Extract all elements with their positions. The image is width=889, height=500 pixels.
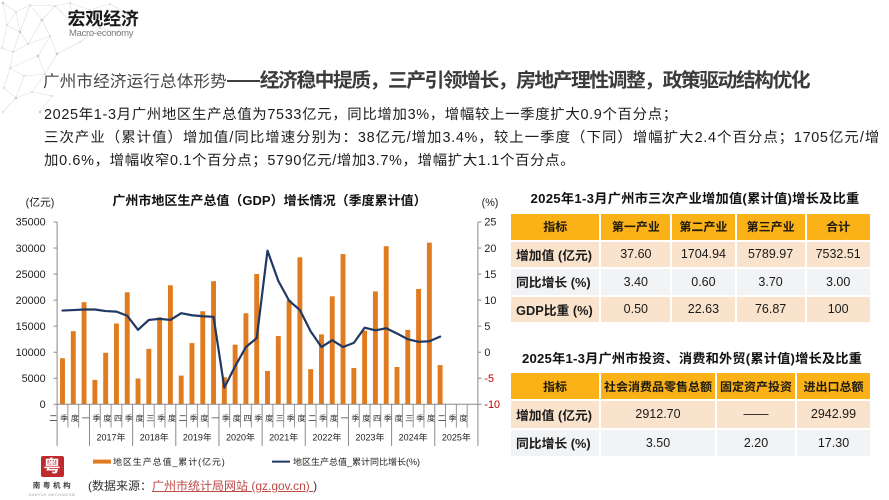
svg-text:20: 20 xyxy=(484,243,496,255)
svg-text:35000: 35000 xyxy=(16,217,46,229)
svg-text:0: 0 xyxy=(40,399,46,411)
svg-text:30000: 30000 xyxy=(16,243,46,255)
svg-text:四季度: 四季度 xyxy=(114,414,146,423)
svg-text:二季度: 二季度 xyxy=(49,414,81,423)
svg-text:2020年: 2020年 xyxy=(226,433,255,443)
svg-text:(亿元): (亿元) xyxy=(26,196,55,209)
svg-text:-10: -10 xyxy=(484,399,500,411)
svg-text:2018年: 2018年 xyxy=(140,433,169,443)
svg-text:广州市地区生产总值（GDP）增长情况（季度累计值）: 广州市地区生产总值（GDP）增长情况（季度累计值） xyxy=(112,193,426,208)
svg-text:2023年: 2023年 xyxy=(355,433,384,443)
svg-text:一季度: 一季度 xyxy=(82,414,114,423)
svg-text:四季度: 四季度 xyxy=(373,414,405,423)
svg-text:2024年: 2024年 xyxy=(399,433,428,443)
svg-text:2017年: 2017年 xyxy=(97,433,126,443)
svg-text:三季度: 三季度 xyxy=(146,414,178,423)
svg-text:2021年: 2021年 xyxy=(269,433,298,443)
svg-text:15: 15 xyxy=(484,269,496,281)
svg-text:四季度: 四季度 xyxy=(244,414,276,423)
svg-text:10: 10 xyxy=(484,295,496,307)
svg-text:三季度: 三季度 xyxy=(276,414,308,423)
svg-text:2022年: 2022年 xyxy=(312,433,341,443)
svg-text:0: 0 xyxy=(484,347,490,359)
svg-text:地区生产总值_累计同比增长(%): 地区生产总值_累计同比增长(%) xyxy=(293,457,420,467)
svg-text:二季度: 二季度 xyxy=(179,414,211,423)
svg-text:25: 25 xyxy=(484,217,496,229)
svg-text:5: 5 xyxy=(484,321,490,333)
svg-text:地区生产总值_累计(亿元): 地区生产总值_累计(亿元) xyxy=(113,457,226,467)
svg-text:2025年: 2025年 xyxy=(442,433,471,443)
svg-text:20000: 20000 xyxy=(16,295,46,307)
svg-text:15000: 15000 xyxy=(16,321,46,333)
svg-text:三季度: 三季度 xyxy=(405,414,437,423)
svg-text:一季度: 一季度 xyxy=(211,414,243,423)
svg-text:一季度: 一季度 xyxy=(341,414,373,423)
svg-text:(%): (%) xyxy=(482,197,499,209)
svg-text:5000: 5000 xyxy=(22,373,46,385)
svg-text:10000: 10000 xyxy=(16,347,46,359)
svg-text:25000: 25000 xyxy=(16,269,46,281)
svg-text:二季度: 二季度 xyxy=(438,414,470,423)
svg-text:二季度: 二季度 xyxy=(308,414,340,423)
svg-text:-5: -5 xyxy=(484,373,494,385)
svg-text:2019年: 2019年 xyxy=(183,433,212,443)
